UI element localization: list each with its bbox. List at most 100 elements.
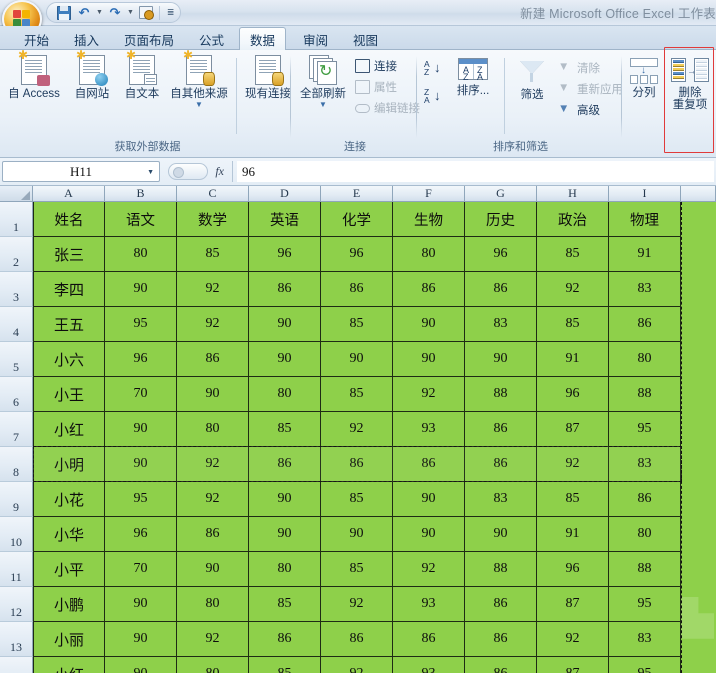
table-cell[interactable]: 85 <box>249 657 321 673</box>
name-box[interactable]: H11 ▼ <box>2 161 160 182</box>
table-cell[interactable]: 92 <box>393 377 465 412</box>
table-cell[interactable]: 88 <box>609 552 681 587</box>
table-cell[interactable]: 87 <box>537 587 609 622</box>
from-web-button[interactable]: ✱ 自网站 <box>74 48 110 100</box>
table-cell[interactable]: 90 <box>105 447 177 482</box>
table-header-cell[interactable]: 历史 <box>465 202 537 237</box>
table-cell[interactable]: 86 <box>321 447 393 482</box>
table-cell[interactable]: 92 <box>321 587 393 622</box>
table-cell[interactable]: 90 <box>321 342 393 377</box>
tab-view[interactable]: 视图 <box>353 33 379 48</box>
from-text-button[interactable]: ✱ 自文本 <box>124 48 160 100</box>
table-cell[interactable]: 96 <box>537 377 609 412</box>
table-cell[interactable]: 80 <box>177 587 249 622</box>
table-cell[interactable]: 85 <box>321 552 393 587</box>
table-cell[interactable]: 85 <box>537 482 609 517</box>
table-cell[interactable]: 小红 <box>33 412 105 447</box>
table-cell[interactable]: 93 <box>393 587 465 622</box>
tab-page-layout[interactable]: 页面布局 <box>124 33 175 48</box>
from-access-button[interactable]: ✱ 自 Access <box>8 48 60 100</box>
table-cell[interactable]: 小平 <box>33 552 105 587</box>
table-cell[interactable]: 90 <box>177 377 249 412</box>
row-header-4[interactable]: 4 <box>0 307 33 342</box>
row-header-1[interactable]: 1 <box>0 202 33 237</box>
table-cell[interactable]: 小花 <box>33 482 105 517</box>
table-header-cell[interactable]: 数学 <box>177 202 249 237</box>
tab-data[interactable]: 数据 <box>239 27 287 50</box>
table-cell[interactable]: 95 <box>609 412 681 447</box>
table-cell[interactable]: 80 <box>609 342 681 377</box>
name-box-chevron-down-icon[interactable]: ▼ <box>147 167 154 176</box>
table-cell[interactable]: 90 <box>177 552 249 587</box>
table-cell[interactable]: 88 <box>609 377 681 412</box>
table-cell[interactable]: 张三 <box>33 237 105 272</box>
table-cell[interactable]: 91 <box>537 517 609 552</box>
redo-dropdown-chevron-down-icon[interactable]: ▼ <box>126 9 134 16</box>
table-cell[interactable]: 92 <box>537 447 609 482</box>
tab-home[interactable]: 开始 <box>24 33 50 48</box>
table-cell[interactable]: 90 <box>105 412 177 447</box>
table-cell[interactable]: 80 <box>105 237 177 272</box>
table-cell[interactable]: 86 <box>465 412 537 447</box>
table-cell[interactable]: 85 <box>249 587 321 622</box>
table-cell[interactable]: 92 <box>177 447 249 482</box>
row-header-14[interactable]: 14 <box>0 657 33 673</box>
table-header-cell[interactable]: 英语 <box>249 202 321 237</box>
column-header-A[interactable]: A <box>33 186 105 202</box>
table-cell[interactable]: 83 <box>465 482 537 517</box>
table-cell[interactable]: 80 <box>609 517 681 552</box>
table-cell[interactable]: 90 <box>105 657 177 673</box>
table-cell[interactable]: 86 <box>393 272 465 307</box>
table-cell[interactable]: 85 <box>249 412 321 447</box>
formula-input[interactable]: 96 <box>237 161 714 182</box>
table-cell[interactable]: 96 <box>249 237 321 272</box>
table-cell[interactable]: 86 <box>465 447 537 482</box>
row-header-10[interactable]: 10 <box>0 517 33 552</box>
table-cell[interactable]: 70 <box>105 377 177 412</box>
table-cell[interactable]: 92 <box>177 482 249 517</box>
table-cell[interactable]: 90 <box>393 342 465 377</box>
column-header-E[interactable]: E <box>321 186 393 202</box>
sort-ascending-button[interactable]: A Z ↓ <box>424 59 441 77</box>
table-cell[interactable]: 90 <box>465 517 537 552</box>
row-header-5[interactable]: 5 <box>0 342 33 377</box>
column-header-F[interactable]: F <box>393 186 465 202</box>
insert-function-icon[interactable]: fx <box>215 164 224 178</box>
column-header-B[interactable]: B <box>105 186 177 202</box>
table-cell[interactable]: 86 <box>321 272 393 307</box>
table-cell[interactable]: 96 <box>465 237 537 272</box>
table-cell[interactable]: 小鹏 <box>33 587 105 622</box>
table-cell[interactable]: 小明 <box>33 447 105 482</box>
undo-icon[interactable]: ↶ <box>78 5 90 20</box>
table-cell[interactable]: 95 <box>609 657 681 673</box>
table-cell[interactable]: 90 <box>105 622 177 657</box>
table-cell[interactable]: 95 <box>105 482 177 517</box>
refresh-all-chevron-down-icon[interactable]: ▼ <box>319 100 327 109</box>
table-cell[interactable]: 86 <box>393 447 465 482</box>
table-header-cell[interactable]: 姓名 <box>33 202 105 237</box>
table-header-cell[interactable]: 化学 <box>321 202 393 237</box>
table-cell[interactable]: 90 <box>249 482 321 517</box>
qat-customize-chevron-down-icon[interactable]: ≣ <box>166 7 175 17</box>
table-cell[interactable]: 90 <box>249 307 321 342</box>
table-cell[interactable]: 85 <box>537 307 609 342</box>
table-cell[interactable]: 80 <box>177 412 249 447</box>
table-cell[interactable]: 70 <box>105 552 177 587</box>
table-cell[interactable]: 95 <box>105 307 177 342</box>
table-cell[interactable]: 王五 <box>33 307 105 342</box>
table-cell[interactable]: 96 <box>105 517 177 552</box>
table-cell[interactable]: 90 <box>105 272 177 307</box>
connections-button[interactable]: 连接 <box>355 58 397 74</box>
table-cell[interactable]: 86 <box>465 587 537 622</box>
table-cell[interactable]: 96 <box>105 342 177 377</box>
table-cell[interactable]: 86 <box>609 482 681 517</box>
from-other-sources-chevron-down-icon[interactable]: ▼ <box>195 100 203 109</box>
tab-insert[interactable]: 插入 <box>74 33 100 48</box>
table-header-cell[interactable]: 政治 <box>537 202 609 237</box>
existing-connections-button[interactable]: 现有连接 <box>242 55 294 100</box>
table-cell[interactable]: 86 <box>249 272 321 307</box>
table-cell[interactable]: 85 <box>537 237 609 272</box>
table-cell[interactable]: 86 <box>465 657 537 673</box>
table-cell[interactable]: 83 <box>609 447 681 482</box>
